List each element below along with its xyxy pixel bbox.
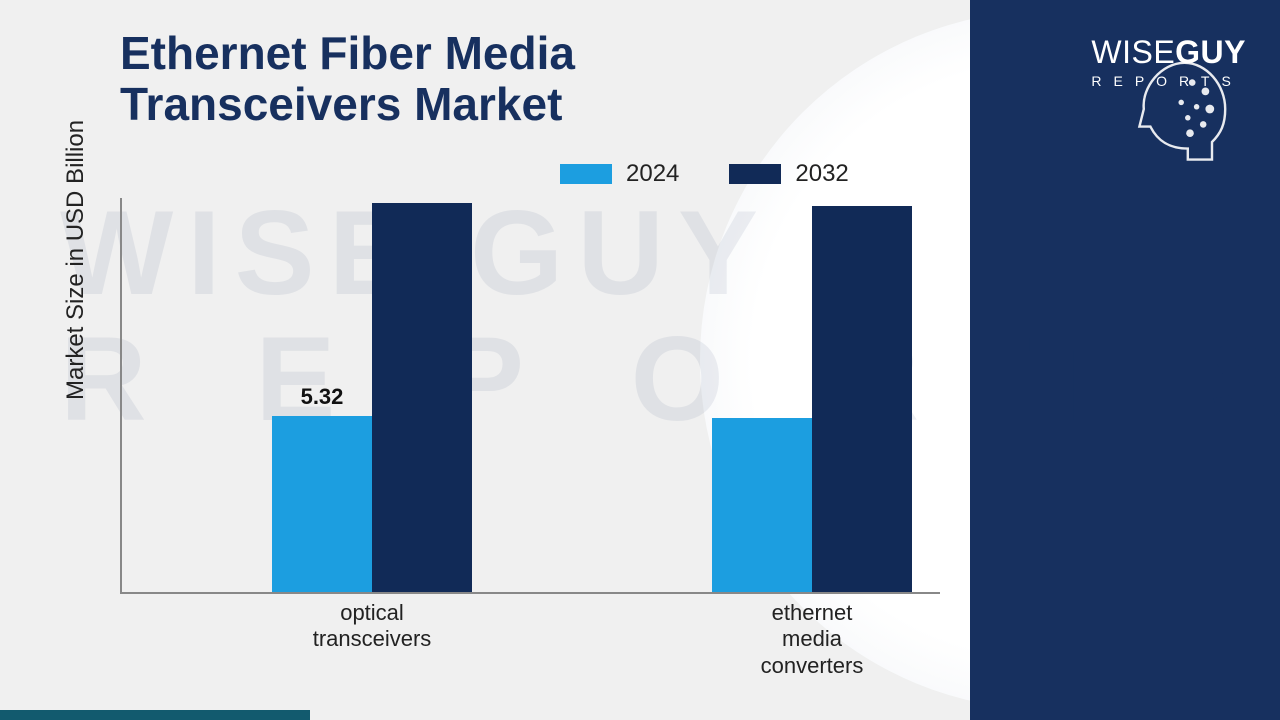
bar-2032 xyxy=(372,203,472,592)
y-axis-label: Market Size in USD Billion xyxy=(62,120,90,400)
plot-area: 5.32optical transceivers ethernet media c… xyxy=(120,198,940,594)
right-band xyxy=(970,0,1280,720)
legend-item-2024: 2024 xyxy=(560,160,679,188)
bar-group: 5.32optical transceivers xyxy=(272,203,472,592)
brand-logo: WISEGUY REPORTS xyxy=(1091,34,1246,89)
bar-2032 xyxy=(812,206,912,592)
legend-swatch-2024 xyxy=(560,164,612,184)
chart-canvas: WISE GUY R E P O R T S Ethernet Fiber Me… xyxy=(0,0,1280,720)
bar-group: ethernet media converters xyxy=(712,206,912,592)
logo-line2: REPORTS xyxy=(1091,73,1246,89)
bar-2024 xyxy=(712,418,812,592)
logo-line1: WISEGUY xyxy=(1091,34,1246,71)
bar-value-label: 5.32 xyxy=(272,384,372,410)
legend-swatch-2032 xyxy=(729,164,781,184)
legend-item-2032: 2032 xyxy=(729,160,848,188)
chart-title: Ethernet Fiber Media Transceivers Market xyxy=(120,28,840,129)
legend-label-2024: 2024 xyxy=(626,160,679,188)
bottom-accent-bar xyxy=(0,710,310,720)
category-label: ethernet media converters xyxy=(712,600,912,679)
legend: 2024 2032 xyxy=(560,160,849,188)
bar-2024: 5.32 xyxy=(272,416,372,592)
category-label: optical transceivers xyxy=(272,600,472,653)
legend-label-2032: 2032 xyxy=(795,160,848,188)
